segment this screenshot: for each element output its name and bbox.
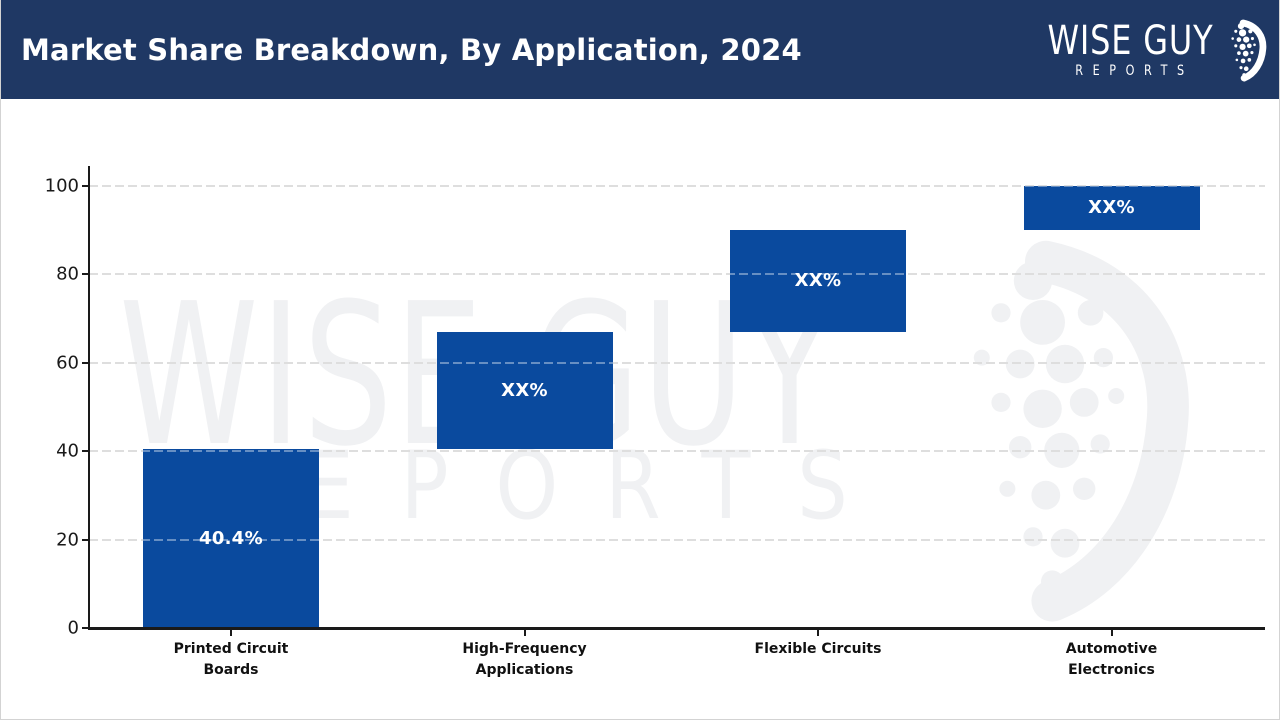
x-axis-category-label-flexible-circuits: Flexible Circuits	[703, 639, 933, 660]
x-axis-category-label-printed-circuit-boards: Printed Circuit Boards	[116, 639, 346, 681]
bar-value-label-high-frequency-applications: XX%	[501, 379, 548, 401]
x-axis-category-label-high-frequency-applications: High-Frequency Applications	[410, 639, 640, 681]
x-axis-tick-mark	[523, 629, 526, 636]
category-label-line: Boards	[203, 662, 259, 678]
x-axis-spine	[87, 627, 1265, 630]
bar-value-label-automotive-electronics: XX%	[1088, 197, 1135, 219]
category-label-line: Flexible Circuits	[754, 641, 882, 657]
logo-head-icon	[1231, 19, 1267, 81]
gridline-overlay-20	[89, 538, 1265, 541]
y-axis-tick-mark	[82, 184, 89, 187]
gridline-20	[89, 538, 1265, 541]
y-axis-tick-mark	[82, 450, 89, 452]
y-axis-tick-mark	[82, 361, 89, 364]
x-axis-category-label-automotive-electronics: Automotive Electronics	[997, 639, 1227, 681]
y-axis-tick-label: 60	[56, 352, 79, 373]
bar-automotive-electronics: XX%	[1023, 185, 1200, 230]
page-title: Market Share Breakdown, By Application, …	[21, 32, 802, 67]
bar-value-label-flexible-circuits: XX%	[794, 270, 842, 292]
header: Market Share Breakdown, By Application, …	[1, 0, 1279, 99]
gridline-overlay-40	[89, 450, 1265, 452]
gridline-overlay-80	[89, 273, 1265, 275]
bar-printed-circuit-boards: 40.4%	[143, 449, 319, 628]
x-axis-tick-mark	[1110, 629, 1113, 636]
bar-flexible-circuits: XX%	[730, 229, 906, 332]
y-axis-spine	[87, 166, 90, 629]
y-axis-tick-label: 0	[67, 617, 79, 639]
category-label-line: Printed Circuit	[173, 641, 289, 657]
category-label-line: Automotive	[1065, 641, 1158, 657]
gridline-80	[89, 273, 1265, 275]
y-axis-tick-label: 40	[56, 440, 79, 462]
bar-value-label-printed-circuit-boards: 40.4%	[199, 528, 263, 550]
gridline-overlay-60	[89, 361, 1265, 364]
watermark-head-icon	[973, 240, 1189, 622]
logo-subtext: REPORTS	[1074, 63, 1194, 79]
y-axis-tick-label: 80	[56, 263, 79, 285]
gridline-40	[89, 450, 1265, 452]
y-axis-tick-mark	[82, 273, 89, 275]
y-axis-tick-label: 20	[56, 529, 79, 550]
brand-logo: WISE GUY REPORTS	[1006, 10, 1267, 90]
category-label-line: High-Frequency	[462, 641, 587, 657]
gridline-60	[89, 361, 1265, 364]
y-axis-tick-label: 100	[44, 175, 79, 196]
gridline-100	[89, 184, 1265, 187]
x-axis-tick-mark	[817, 629, 819, 636]
category-label-line: Electronics	[1068, 662, 1155, 678]
gridline-overlay-100	[89, 184, 1265, 187]
bar-high-frequency-applications: XX%	[436, 331, 613, 450]
y-axis-tick-mark	[82, 538, 89, 541]
y-axis-tick-mark	[82, 627, 89, 629]
category-label-line: Applications	[475, 662, 574, 678]
x-axis-tick-mark	[230, 629, 232, 636]
logo-text: WISE GUY REPORTS	[1047, 20, 1213, 79]
logo-wordmark: WISE GUY	[1047, 18, 1213, 64]
